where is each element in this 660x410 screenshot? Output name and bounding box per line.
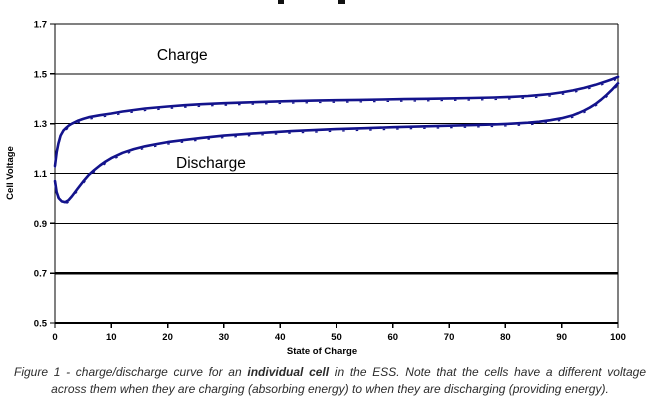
y-tick-label: 0.7 <box>34 269 47 280</box>
figure-caption: Figure 1 - charge/discharge curve for an… <box>14 364 646 398</box>
caption-bold-phrase: individual cell <box>247 365 330 379</box>
cropped-title-remnant <box>278 0 284 4</box>
x-tick-label: 20 <box>162 332 173 343</box>
x-tick-label: 90 <box>556 332 567 343</box>
y-tick-label: 1.7 <box>34 20 47 31</box>
x-tick-label: 30 <box>219 332 230 343</box>
y-tick-label: 1.5 <box>34 69 48 80</box>
x-axis-title: State of Charge <box>287 346 357 357</box>
y-tick-label: 1.3 <box>34 119 47 130</box>
cropped-title-remnant <box>338 0 345 4</box>
x-tick-label: 70 <box>444 332 455 343</box>
x-tick-label: 40 <box>275 332 286 343</box>
series-markers-charge <box>54 78 619 169</box>
y-tick-label: 0.5 <box>34 319 48 330</box>
x-tick-label: 0 <box>52 332 57 343</box>
y-axis-title: Cell Voltage <box>5 146 16 200</box>
x-tick-label: 100 <box>610 332 626 343</box>
x-tick-label: 80 <box>500 332 511 343</box>
y-tick-label: 1.1 <box>34 169 48 180</box>
x-tick-label: 60 <box>388 332 399 343</box>
curve-label-discharge: Discharge <box>176 155 246 172</box>
series-line-charge <box>53 75 620 168</box>
cell-voltage-chart: 0.5 0.7 0.9 1.1 1.3 1.5 1.7 0 10 20 30 40 50 60 70 80 90… <box>5 20 626 358</box>
y-tick-label: 0.9 <box>34 219 47 230</box>
series-markers-discharge <box>54 84 619 205</box>
series-line-discharge <box>53 82 620 204</box>
caption-line-2: across them when they are charging (abso… <box>51 382 609 396</box>
x-tick-label: 10 <box>106 332 117 343</box>
curve-label-charge: Charge <box>157 47 208 64</box>
caption-line-1: Figure 1 - charge/discharge curve for an… <box>14 365 646 379</box>
x-tick-label: 50 <box>331 332 342 343</box>
